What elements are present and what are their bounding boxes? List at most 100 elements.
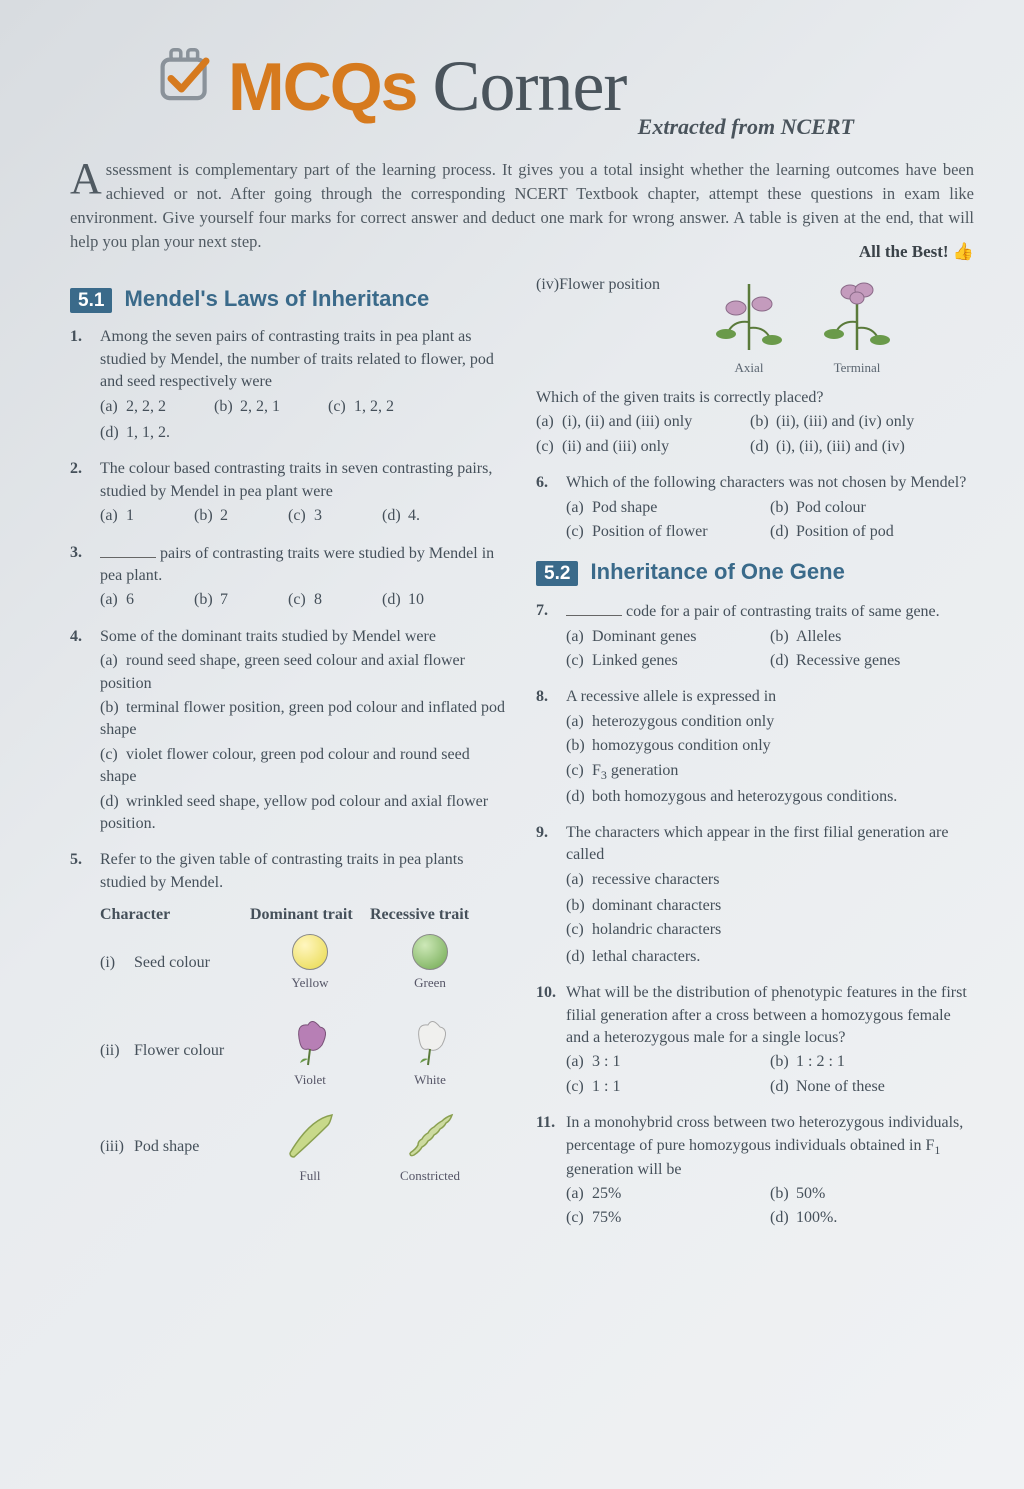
q7-blank (566, 600, 622, 616)
q11-num: 11. (536, 1112, 566, 1230)
q6-opt-b: (b)Pod colour (770, 497, 960, 519)
q9-text: The characters which appear in the first… (566, 824, 948, 863)
title-mcqs: MCQs (228, 48, 416, 126)
q8-opt-c: (c)F3 generation (566, 760, 974, 784)
q9-opt-c: (c)holandric characters (566, 919, 766, 941)
q3-num: 3. (70, 542, 100, 612)
q6-text: Which of the following characters was no… (566, 474, 966, 491)
q3-opt-b: (b)7 (194, 589, 274, 611)
q1-opt-a: (a)2, 2, 2 (100, 396, 200, 418)
q3-text: pairs of contrasting traits were studied… (100, 545, 494, 584)
right-column: (iv)Flower position Axial Terminal Which… (536, 274, 974, 1244)
q2-opt-a: (a)1 (100, 505, 180, 527)
q11-text-post: generation will be (566, 1161, 682, 1178)
seed-green-icon (412, 934, 448, 970)
q11-opt-c: (c)75% (566, 1207, 756, 1229)
title-corner: Corner (432, 45, 626, 128)
question-1: 1. Among the seven pairs of contrasting … (70, 326, 508, 444)
q4-opt-b: (b)terminal flower position, green pod c… (100, 697, 508, 742)
q11-opt-b: (b)50% (770, 1183, 960, 1205)
q3-opt-c: (c)8 (288, 589, 368, 611)
section-5-1-text: Mendel's Laws of Inheritance (125, 286, 430, 311)
section-5-1-title: 5.1 Mendel's Laws of Inheritance (70, 284, 508, 315)
question-11: 11. In a monohybrid cross between two he… (536, 1112, 974, 1230)
q5-num: 5. (70, 849, 100, 1205)
q3-opt-d: (d)10 (382, 589, 462, 611)
q4-opt-d: (d)wrinkled seed shape, yellow pod colou… (100, 791, 508, 836)
question-5: 5. Refer to the given table of contrasti… (70, 849, 508, 1205)
q5-opt-a: (a)(i), (ii) and (iii) only (536, 411, 736, 433)
section-5-2-title: 5.2 Inheritance of One Gene (536, 557, 974, 588)
page-header: MCQs Corner Extracted from NCERT (70, 40, 974, 140)
q2-opt-c: (c)3 (288, 505, 368, 527)
q1-opt-d: (d)1, 1, 2. (100, 422, 200, 444)
q6-opt-c: (c)Position of flower (566, 521, 756, 543)
question-4: 4. Some of the dominant traits studied b… (70, 626, 508, 836)
q4-opt-a: (a)round seed shape, green seed colour a… (100, 650, 508, 695)
q8-opt-b: (b)homozygous condition only (566, 735, 974, 757)
q2-opt-d: (d)4. (382, 505, 462, 527)
q1-opt-b: (b)2, 2, 1 (214, 396, 314, 418)
q5-followup: Which of the given traits is correctly p… (536, 387, 974, 458)
flower-violet-icon (280, 1013, 340, 1067)
q9-opt-a: (a)recessive characters (566, 869, 766, 891)
question-8: 8. A recessive allele is expressed in (a… (536, 686, 974, 808)
intro-paragraph: A ssessment is complementary part of the… (70, 158, 974, 254)
q4-num: 4. (70, 626, 100, 836)
q4-opt-c: (c)violet flower colour, green pod colou… (100, 744, 508, 789)
question-3: 3. pairs of contrasting traits were stud… (70, 542, 508, 612)
flower-axial-icon: Axial (704, 274, 794, 377)
q8-num: 8. (536, 686, 566, 808)
q7-opt-b: (b)Alleles (770, 626, 960, 648)
q8-text: A recessive allele is expressed in (566, 688, 776, 705)
q3-blank (100, 542, 156, 558)
columns: 5.1 Mendel's Laws of Inheritance 1. Amon… (70, 274, 974, 1244)
trait-table: Character Dominant trait Recessive trait… (100, 904, 508, 1185)
intro-text: ssessment is complementary part of the l… (70, 160, 974, 251)
q8-opt-a: (a)heterozygous condition only (566, 711, 974, 733)
q7-text: code for a pair of contrasting traits of… (622, 603, 940, 620)
q6-opt-a: (a)Pod shape (566, 497, 756, 519)
q1-text: Among the seven pairs of contrasting tra… (100, 328, 494, 390)
q9-num: 9. (536, 822, 566, 968)
section-5-1-badge: 5.1 (70, 288, 112, 313)
q11-text-pre: In a monohybrid cross between two hetero… (566, 1114, 963, 1153)
q10-text: What will be the distribution of phenoty… (566, 984, 967, 1046)
section-5-2-text: Inheritance of One Gene (591, 559, 845, 584)
question-9: 9. The characters which appear in the fi… (536, 822, 974, 968)
question-2: 2. The colour based contrasting traits i… (70, 458, 508, 527)
q7-num: 7. (536, 600, 566, 672)
pod-constricted-icon (400, 1109, 460, 1163)
q10-opt-d: (d)None of these (770, 1076, 960, 1098)
q2-text: The colour based contrasting traits in s… (100, 460, 492, 499)
q7-opt-c: (c)Linked genes (566, 650, 756, 672)
pod-full-icon (280, 1109, 340, 1163)
trait-row-seed: (i)Seed colour Yellow Green (100, 934, 508, 992)
th-recessive: Recessive trait (370, 904, 490, 926)
th-character: Character (100, 904, 250, 926)
q5-opt-d: (d)(i), (ii), (iii) and (iv) (750, 436, 950, 458)
question-6: 6. Which of the following characters was… (536, 472, 974, 543)
q4-text: Some of the dominant traits studied by M… (100, 628, 436, 645)
q8-opt-d: (d)both homozygous and heterozygous cond… (566, 786, 974, 808)
q6-num: 6. (536, 472, 566, 543)
q11-opt-d: (d)100%. (770, 1207, 960, 1229)
flower-terminal-icon: Terminal (812, 274, 902, 377)
q5-text: Refer to the given table of contrasting … (100, 851, 463, 890)
question-7: 7. code for a pair of contrasting traits… (536, 600, 974, 672)
q9-opt-b: (b)dominant characters (566, 895, 766, 917)
q1-num: 1. (70, 326, 100, 444)
section-5-2-badge: 5.2 (536, 561, 578, 586)
trait-row-pod: (iii)Pod shape Full Constricted (100, 1109, 508, 1185)
q2-opt-b: (b)2 (194, 505, 274, 527)
q1-opt-c: (c)1, 2, 2 (328, 396, 428, 418)
seed-yellow-icon (292, 934, 328, 970)
checkmark-icon (150, 40, 220, 110)
q5-opt-b: (b)(ii), (iii) and (iv) only (750, 411, 950, 433)
th-dominant: Dominant trait (250, 904, 370, 926)
q5-opt-c: (c)(ii) and (iii) only (536, 436, 736, 458)
q10-opt-a: (a)3 : 1 (566, 1051, 756, 1073)
q7-opt-a: (a)Dominant genes (566, 626, 756, 648)
question-10: 10. What will be the distribution of phe… (536, 982, 974, 1098)
q9-opt-d: (d)lethal characters. (566, 946, 766, 968)
